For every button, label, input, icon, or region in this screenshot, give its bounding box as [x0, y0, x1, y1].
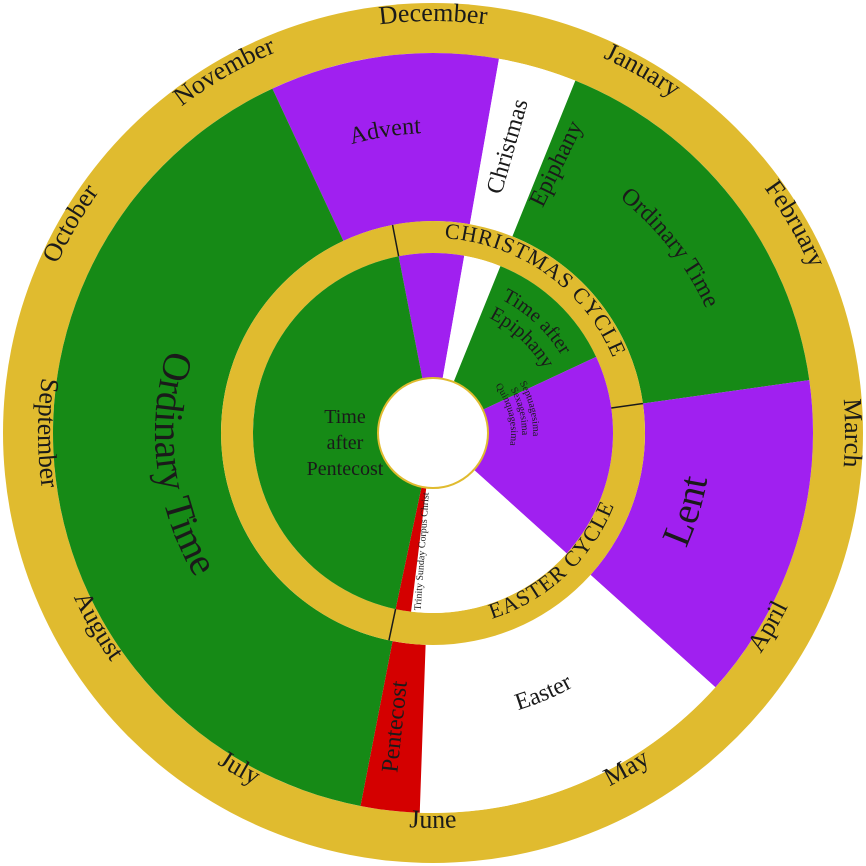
- liturgical-year-wheel: DecemberJanuaryFebruaryMarchAprilMayJune…: [0, 0, 866, 866]
- month-label: June: [409, 804, 457, 834]
- month-label: September: [32, 377, 65, 490]
- center-hole: [378, 378, 488, 488]
- month-label: March: [838, 398, 866, 469]
